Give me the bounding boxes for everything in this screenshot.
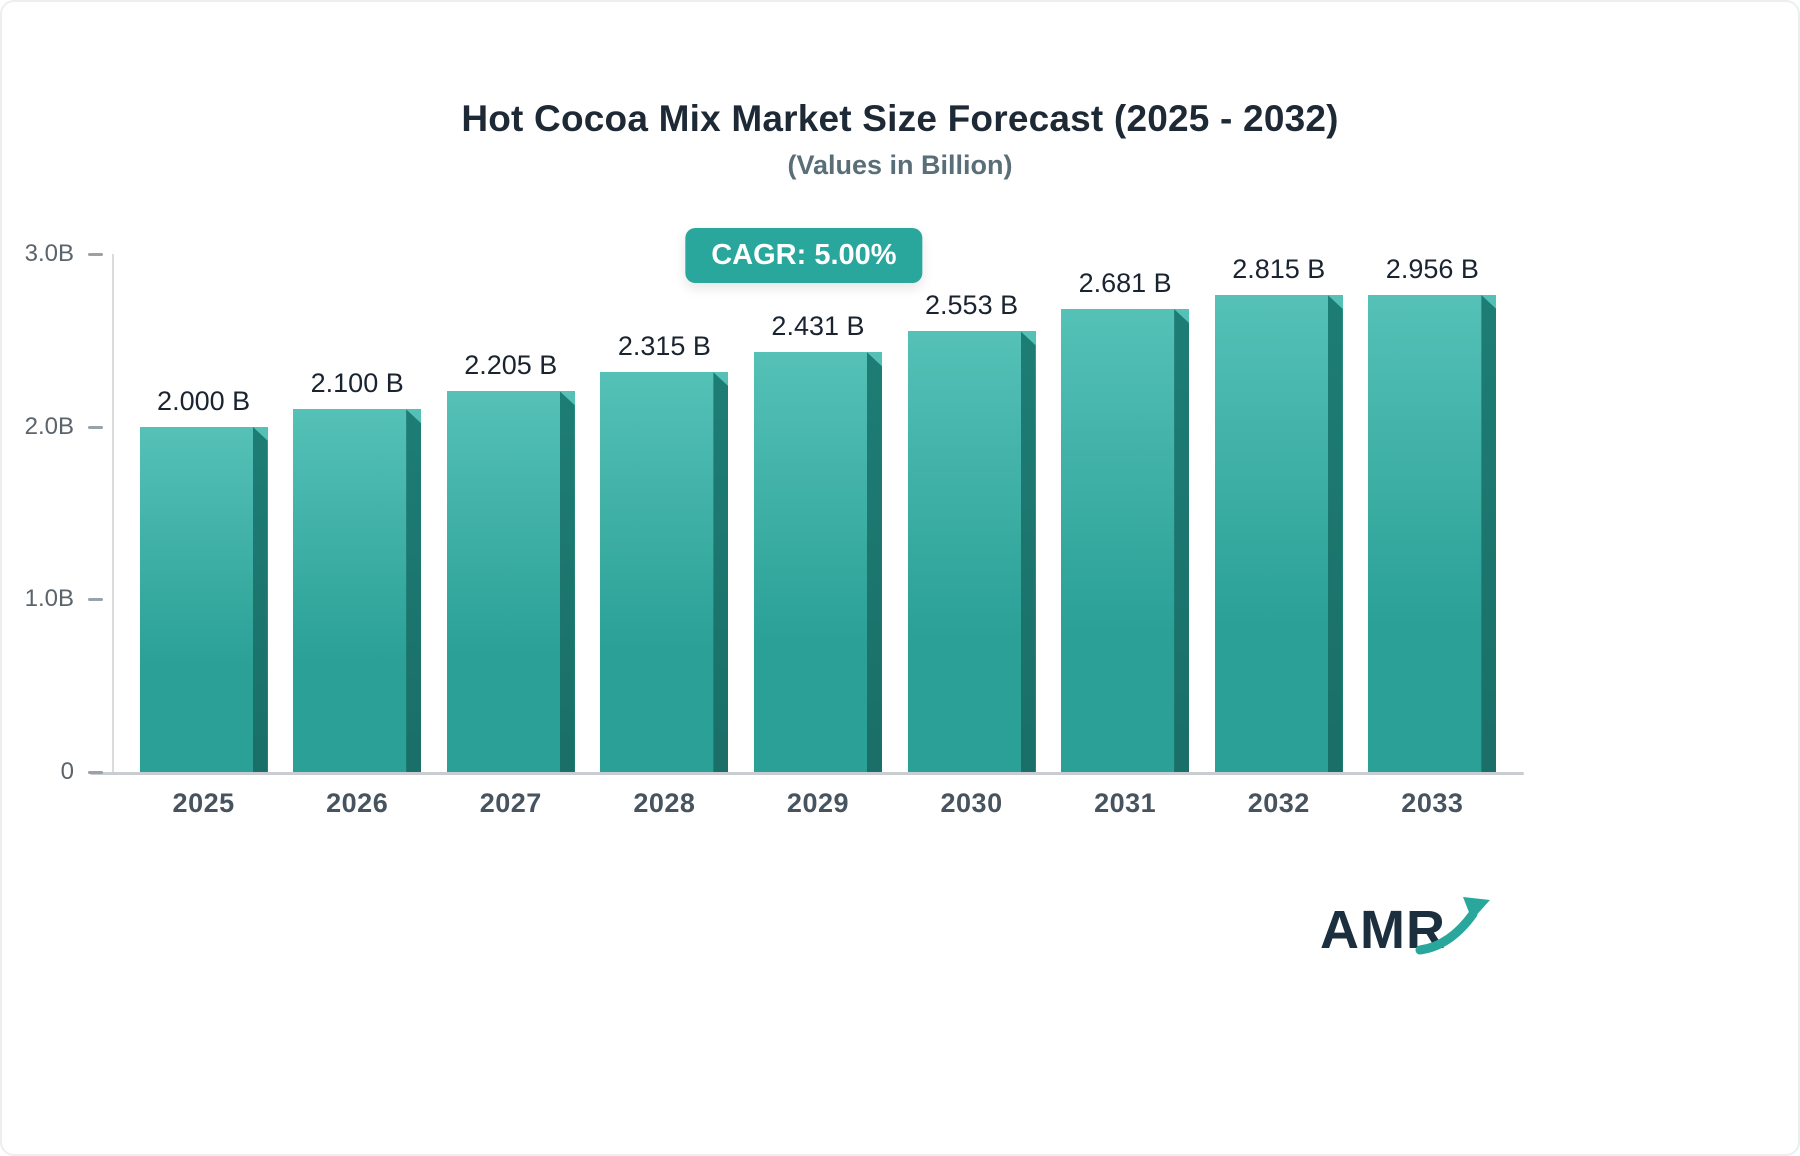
x-axis-label-2033: 2033 bbox=[1401, 788, 1464, 818]
y-axis-line bbox=[112, 254, 114, 772]
bar-value-label-2025: 2.000 B bbox=[157, 385, 251, 416]
bar-column-2029: 2.431 B bbox=[753, 254, 882, 772]
chart-title: Hot Cocoa Mix Market Size Forecast (2025… bbox=[461, 98, 1339, 139]
bar-value-label-2032: 2.815 B bbox=[1232, 254, 1326, 284]
bar-column-2027: 2.205 B bbox=[446, 254, 575, 772]
cagr-badge: CAGR: 5.00% bbox=[685, 228, 923, 283]
y-axis-label-1.0B: 1.0B bbox=[24, 585, 74, 613]
x-axis-label-2032: 2032 bbox=[1247, 788, 1310, 818]
x-axis-label-2030: 2030 bbox=[940, 788, 1003, 818]
x-axis-label-2029: 2029 bbox=[786, 788, 849, 818]
plot-area: CAGR: 5.00% 2.000 B 2.100 B 2.205 B 2.315 B… bbox=[114, 228, 1522, 772]
x-axis-label-2026: 2026 bbox=[326, 788, 389, 818]
amr-logo: AMR bbox=[1320, 888, 1510, 972]
bar-value-label-2026: 2.100 B bbox=[310, 368, 404, 399]
bar-2032 bbox=[1214, 295, 1343, 772]
bar-column-2028: 2.315 B bbox=[600, 254, 729, 772]
bar-column-2030: 2.553 B bbox=[907, 254, 1036, 772]
x-axis-label-2031: 2031 bbox=[1094, 788, 1157, 818]
y-axis-label-2.0B: 2.0B bbox=[24, 412, 74, 440]
y-axis-label-0: 0 bbox=[60, 758, 74, 785]
y-axis-tick bbox=[88, 253, 103, 256]
growth-arrow-icon bbox=[1415, 897, 1490, 955]
bar-2030 bbox=[907, 331, 1036, 772]
bar-column-2032: 2.815 B bbox=[1214, 254, 1343, 772]
bar-2033 bbox=[1368, 295, 1497, 772]
bar-2031 bbox=[1061, 309, 1190, 772]
bar-2029 bbox=[753, 352, 882, 772]
x-axis-label-2028: 2028 bbox=[633, 788, 696, 818]
amr-logo-graphic: AMR bbox=[1320, 897, 1490, 960]
y-axis-label-3.0B: 3.0B bbox=[24, 240, 74, 267]
bar-column-2026: 2.100 B bbox=[293, 254, 422, 772]
y-axis-tick bbox=[88, 598, 103, 602]
y-axis-tick bbox=[88, 425, 103, 429]
bar-value-label-2029: 2.431 B bbox=[771, 311, 865, 342]
bar-value-label-2030: 2.553 B bbox=[925, 290, 1019, 321]
bar-column-2025: 2.000 B bbox=[139, 254, 268, 772]
y-axis-tick bbox=[88, 771, 103, 774]
bar-2025 bbox=[139, 426, 268, 772]
bar-2028 bbox=[600, 372, 729, 772]
chart-subtitle: (Values in Billion) bbox=[787, 150, 1013, 180]
bars-container: 2.000 B 2.100 B 2.205 B 2.315 B 2.431 B 2.553… bbox=[114, 254, 1522, 772]
x-axis-labels: 2025 2026 2027 2028 2029 2030 2031 2032 2033 bbox=[114, 788, 1522, 819]
bar-column-2031: 2.681 B bbox=[1061, 254, 1190, 772]
bar-2026 bbox=[293, 409, 422, 772]
x-axis-label-2025: 2025 bbox=[172, 788, 235, 818]
bar-value-label-2033: 2.956 B bbox=[1385, 254, 1479, 284]
x-axis-label-2027: 2027 bbox=[479, 788, 542, 818]
bar-2027 bbox=[446, 391, 575, 772]
bar-value-label-2028: 2.315 B bbox=[617, 331, 711, 362]
bar-value-label-2031: 2.681 B bbox=[1078, 268, 1172, 299]
bar-column-2033: 2.956 B bbox=[1368, 254, 1497, 772]
x-axis-line bbox=[90, 772, 1524, 775]
bar-value-label-2027: 2.205 B bbox=[464, 350, 558, 381]
